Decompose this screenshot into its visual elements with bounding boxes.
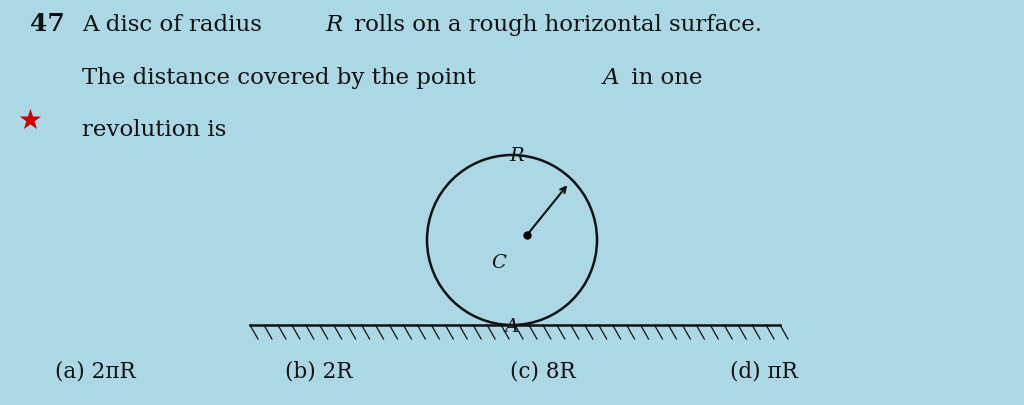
Text: The distance covered by the point: The distance covered by the point [82,67,483,89]
Text: (b) 2R: (b) 2R [285,360,352,382]
Text: R: R [509,147,523,164]
Text: revolution is: revolution is [82,119,226,141]
Text: (c) 8R: (c) 8R [510,360,575,382]
Text: rolls on a rough horizontal surface.: rolls on a rough horizontal surface. [347,14,763,36]
Text: A: A [603,67,620,89]
Text: A: A [505,317,519,335]
Text: (d) πR: (d) πR [730,360,798,382]
Text: C: C [492,254,507,271]
Text: A disc of radius: A disc of radius [82,14,269,36]
Text: ★: ★ [17,107,42,135]
Text: (a) 2πR: (a) 2πR [55,360,135,382]
Text: R: R [325,14,342,36]
Text: in one: in one [625,67,702,89]
Text: 47: 47 [30,12,65,36]
